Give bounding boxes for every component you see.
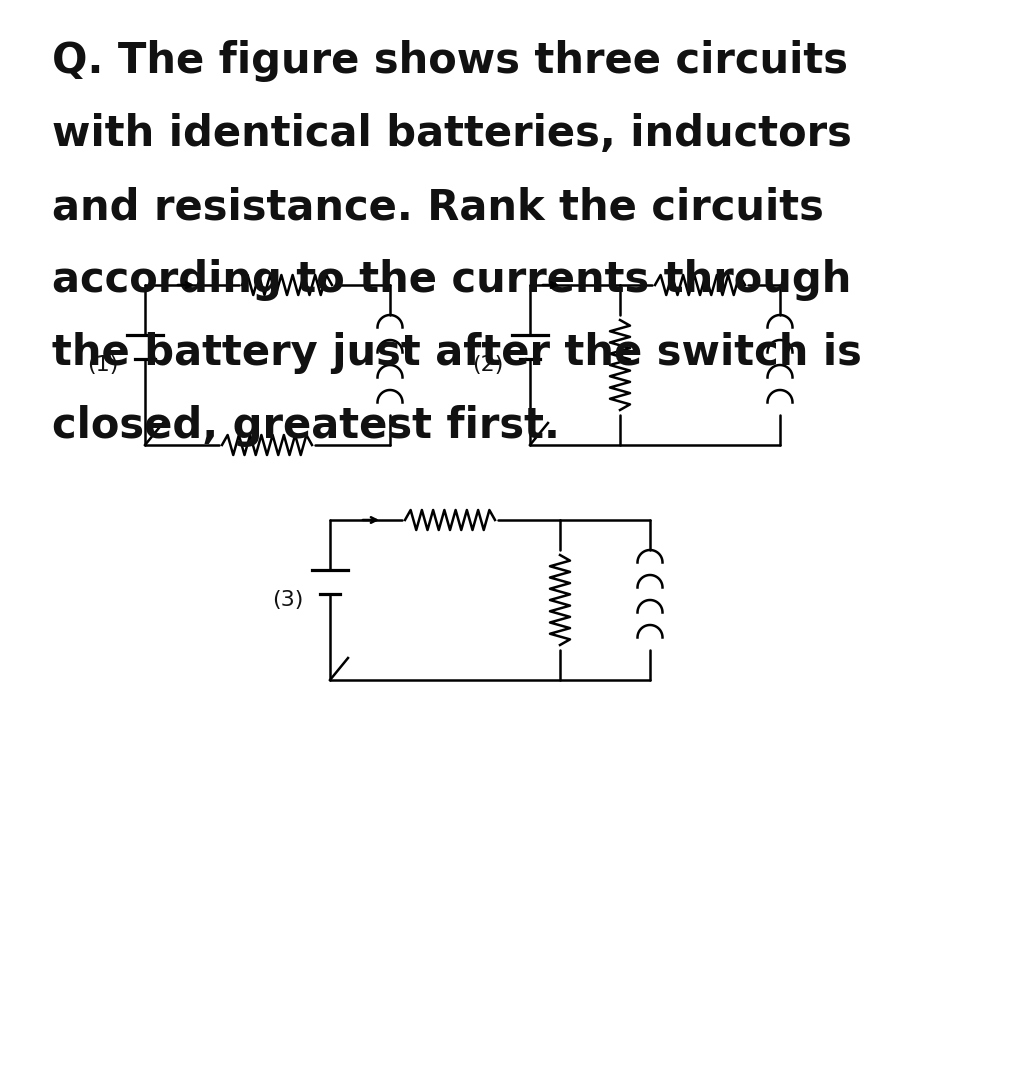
- Text: closed, greatest first.: closed, greatest first.: [52, 405, 560, 447]
- Text: Q. The figure shows three circuits: Q. The figure shows three circuits: [52, 40, 848, 82]
- Text: the battery just after the switch is: the battery just after the switch is: [52, 332, 862, 374]
- Text: (2): (2): [472, 355, 504, 375]
- Text: according to the currents through: according to the currents through: [52, 259, 851, 301]
- Text: (1): (1): [87, 355, 119, 375]
- Text: (3): (3): [272, 590, 303, 610]
- Text: with identical batteries, inductors: with identical batteries, inductors: [52, 113, 852, 156]
- Text: and resistance. Rank the circuits: and resistance. Rank the circuits: [52, 186, 824, 228]
